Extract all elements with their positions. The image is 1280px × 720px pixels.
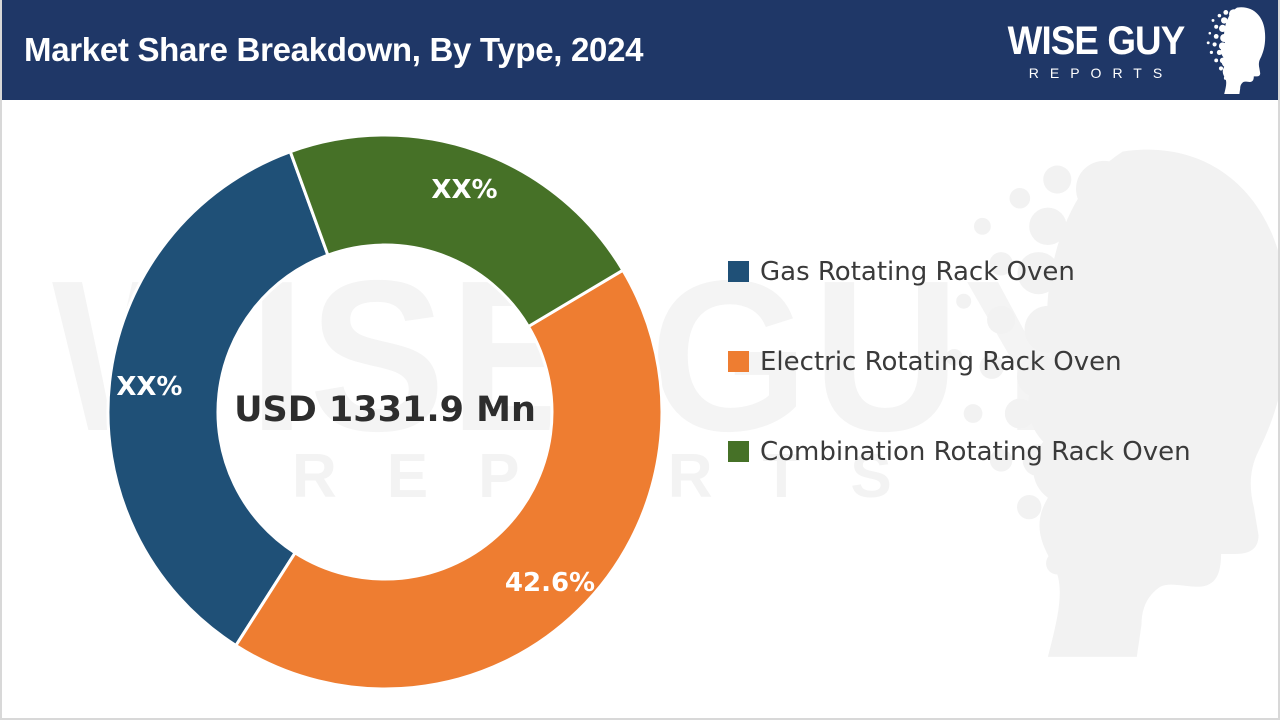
header: Market Share Breakdown, By Type, 2024 WI… [0,0,1280,100]
page-title: Market Share Breakdown, By Type, 2024 [24,31,644,68]
donut-slice-electric-rotating-rack-oven [234,268,664,691]
donut-slice-combination-rotating-rack-oven [288,133,625,328]
legend-label: Electric Rotating Rack Oven [760,346,1122,377]
legend-item-electric: Electric Rotating Rack Oven [728,346,1191,377]
slice-value-label: XX% [431,175,497,205]
donut-slice-gas-rotating-rack-oven [106,150,330,647]
logo-head-icon [1206,7,1266,94]
chart-legend: Gas Rotating Rack Oven Electric Rotating… [728,256,1191,528]
logo-brand-text: WISE GUY [1007,19,1186,63]
slice-value-label: XX% [116,372,182,402]
brand-logo: WISE GUY REPORTS [1000,6,1270,94]
logo-wordmark: WISE GUY REPORTS [1000,19,1192,81]
legend-label: Combination Rotating Rack Oven [760,436,1191,467]
legend-label: Gas Rotating Rack Oven [760,256,1075,287]
legend-swatch-gas [728,261,749,282]
logo-sub-text: REPORTS [1028,65,1174,81]
donut-chart: XX% 42.6% XX% [106,133,664,691]
legend-item-combination: Combination Rotating Rack Oven [728,436,1191,467]
chart-center-value: USD 1331.9 Mn [234,390,536,430]
legend-item-gas: Gas Rotating Rack Oven [728,256,1191,287]
legend-swatch-electric [728,351,749,372]
legend-swatch-combination [728,441,749,462]
slice-value-label: 42.6% [505,568,595,598]
